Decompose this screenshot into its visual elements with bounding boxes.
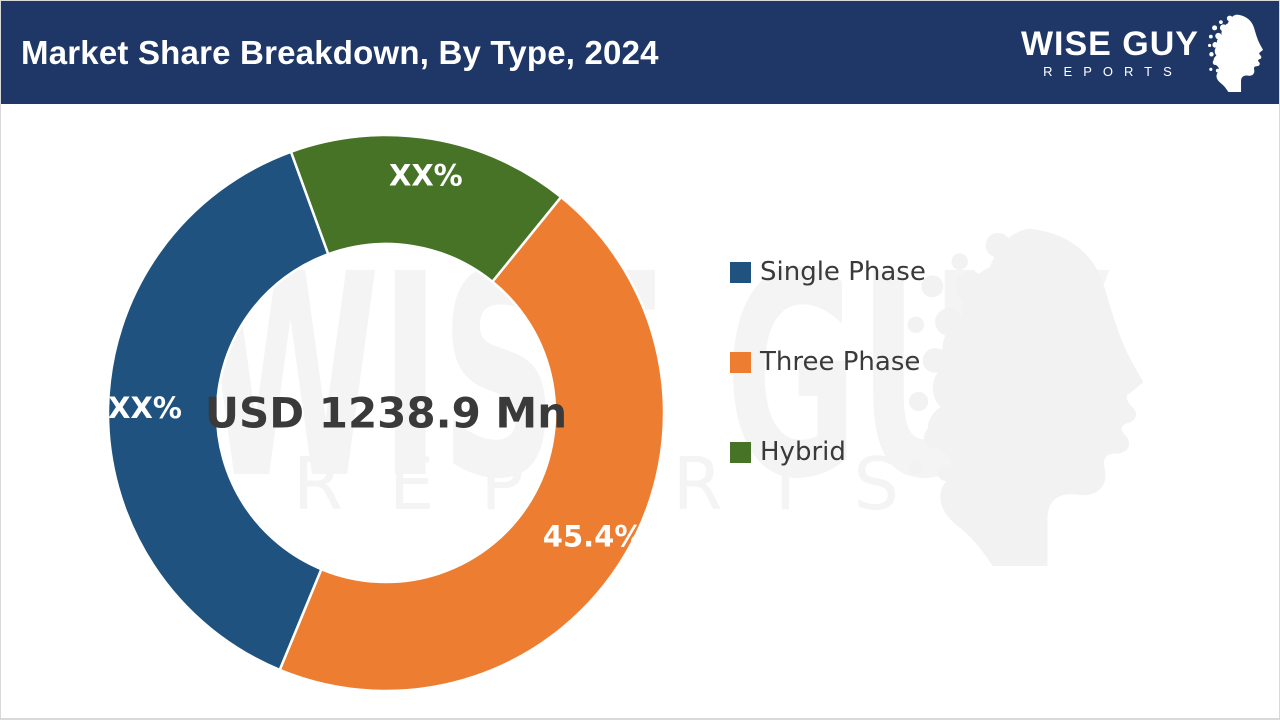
- chart-center-value: USD 1238.9 Mn: [204, 388, 568, 438]
- page-title: Market Share Breakdown, By Type, 2024: [21, 33, 659, 71]
- legend-swatch-hybrid: [730, 441, 751, 463]
- logo-wordmark: WISE GUY: [1020, 25, 1199, 63]
- legend-item-three-phase: Three Phase: [730, 342, 926, 382]
- slice-single-phase: [106, 150, 330, 672]
- legend-swatch-three-phase: [730, 351, 751, 373]
- slice-label-single-phase: XX%: [108, 391, 182, 425]
- slice-three-phase: [278, 195, 666, 693]
- legend-label-three-phase: Three Phase: [760, 347, 921, 377]
- logo-subtitle: REPORTS: [1043, 64, 1183, 79]
- legend-label-single-phase: Single Phase: [760, 257, 926, 287]
- legend-label-hybrid: Hybrid: [760, 437, 846, 467]
- chart-area: WISE GUY REPORTS XX%45.4%XX% USD 1238.9 …: [1, 104, 1279, 718]
- legend-swatch-single-phase: [730, 261, 751, 283]
- slice-label-three-phase: 45.4%: [543, 519, 644, 553]
- chart-legend: Single Phase Three Phase Hybrid: [730, 252, 926, 522]
- logo-face-icon: [1208, 14, 1264, 92]
- wiseguy-logo: WISE GUY REPORTS: [1021, 14, 1265, 92]
- header: Market Share Breakdown, By Type, 2024 WI…: [1, 1, 1279, 104]
- slice-label-hybrid: XX%: [389, 158, 463, 192]
- logo-text: WISE GUY REPORTS: [1021, 27, 1199, 78]
- donut-chart: XX% 45.4% XX%: [106, 133, 666, 693]
- legend-item-hybrid: Hybrid: [730, 432, 926, 472]
- legend-item-single-phase: Single Phase: [730, 252, 926, 292]
